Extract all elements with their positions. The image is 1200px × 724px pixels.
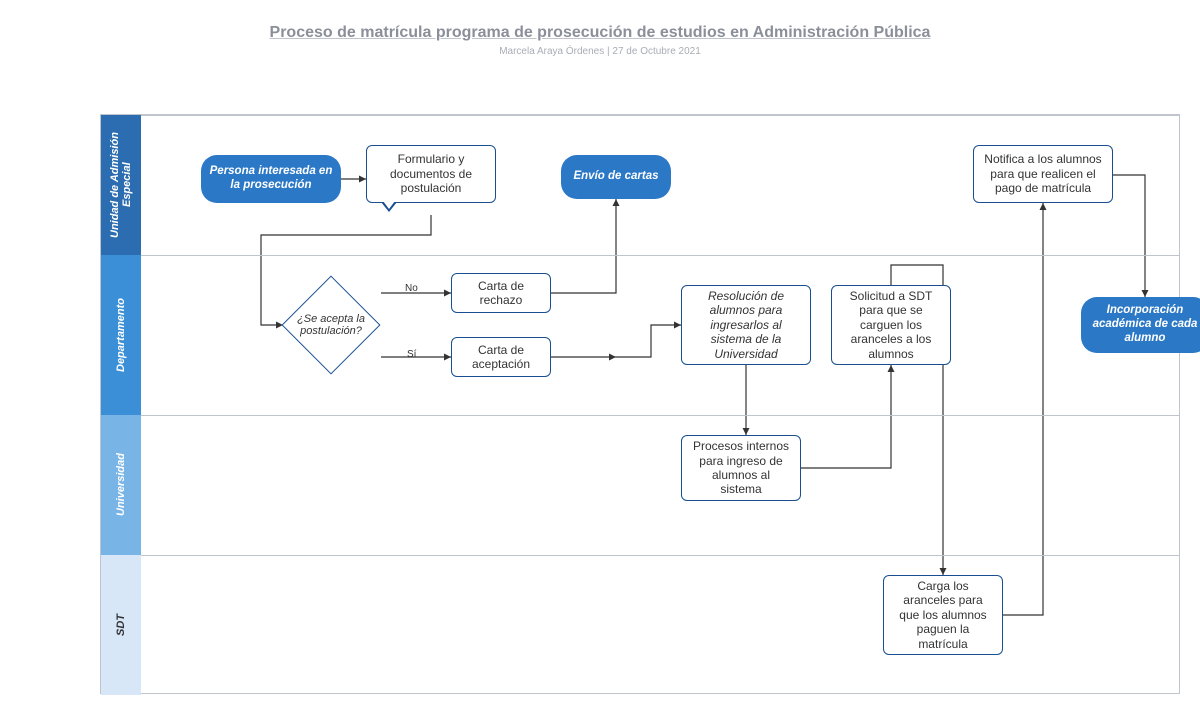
edge-label-si: Sí <box>407 349 416 360</box>
lane-header-sdt: SDT <box>101 555 141 695</box>
lane-dept: Departamento <box>101 255 1179 415</box>
node-procesos: Procesos internos para ingreso de alumno… <box>681 435 801 501</box>
node-carga: Carga los aranceles para que los alumnos… <box>883 575 1003 655</box>
node-formulario: Formulario y documentos de postulación <box>366 145 496 203</box>
page-title: Proceso de matrícula programa de prosecu… <box>0 24 1200 42</box>
lane-header-univ: Universidad <box>101 415 141 555</box>
lane-univ: Universidad <box>101 415 1179 555</box>
node-acepta: Carta de aceptación <box>451 337 551 377</box>
edge-label-no: No <box>405 283 418 294</box>
lane-header-dept: Departamento <box>101 255 141 415</box>
lane-header-uae: Unidad de Admisión Especial <box>101 115 141 255</box>
swimlane-canvas: Unidad de Admisión EspecialDepartamentoU… <box>100 114 1180 694</box>
lane-body-univ <box>141 415 1179 555</box>
node-resolucion: Resolución de alumnos para ingresarlos a… <box>681 285 811 365</box>
node-rechazo: Carta de rechazo <box>451 273 551 313</box>
node-solicitud: Solicitud a SDT para que se carguen los … <box>831 285 951 365</box>
node-decision: ¿Se acepta la postulación? <box>281 275 381 375</box>
node-envio: Envío de cartas <box>561 155 671 199</box>
lane-body-sdt <box>141 555 1179 695</box>
node-persona: Persona interesada en la prosecución <box>201 155 341 203</box>
page-subtitle: Marcela Araya Órdenes | 27 de Octubre 20… <box>0 46 1200 57</box>
lane-sdt: SDT <box>101 555 1179 695</box>
node-incorp: Incorporación académica de cada alumno <box>1081 297 1200 353</box>
node-notifica: Notifica a los alumnos para que realicen… <box>973 145 1113 203</box>
